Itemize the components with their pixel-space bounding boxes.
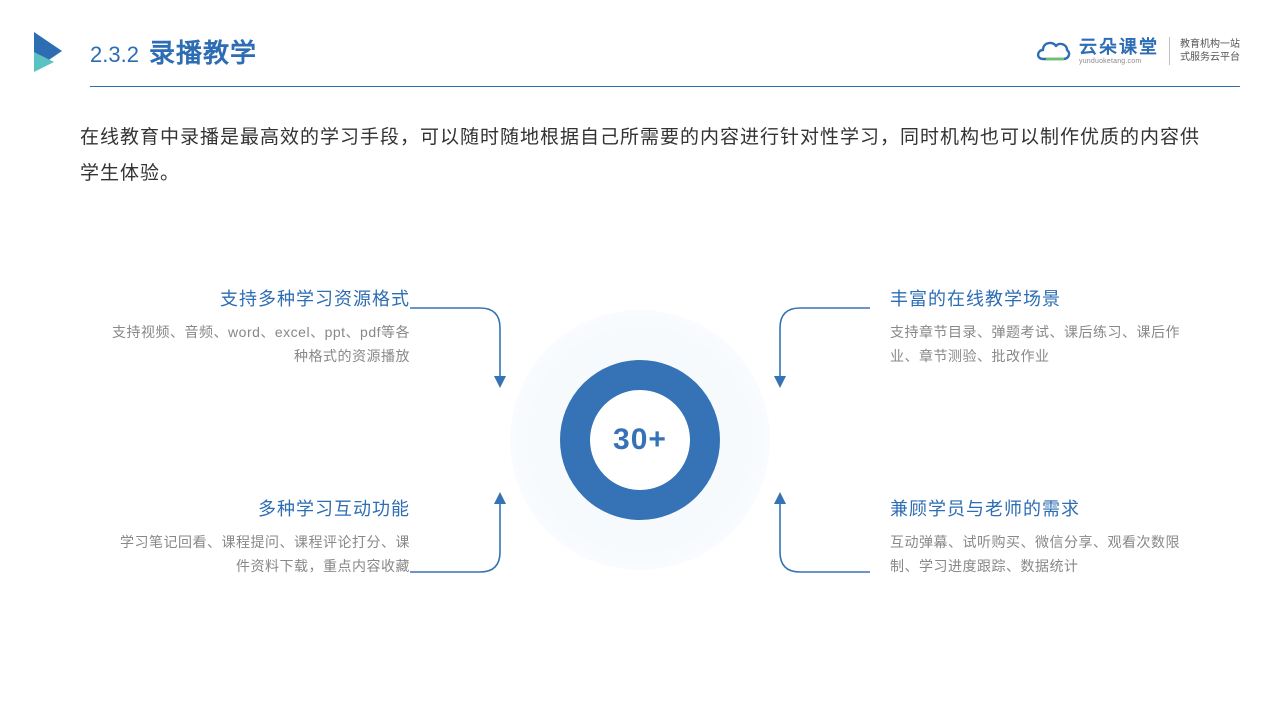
intro-paragraph: 在线教育中录播是最高效的学习手段，可以随时随地根据自己所需要的内容进行针对性学习… xyxy=(80,120,1200,192)
logo-divider xyxy=(1169,37,1170,65)
play-icon xyxy=(30,30,72,72)
brand-logo: 云朵课堂 yunduoketang.com 教育机构一站 式服务云平台 xyxy=(1033,37,1240,65)
logo-text: 云朵课堂 yunduoketang.com xyxy=(1079,38,1159,65)
section-title: 录播教学 xyxy=(149,33,257,70)
branch-top-left: 支持多种学习资源格式 支持视频、音频、word、excel、ppt、pdf等各种… xyxy=(110,285,410,369)
center-ring: 30+ xyxy=(560,360,720,520)
title-block: 2.3.2 录播教学 xyxy=(90,33,257,70)
branch-desc: 支持章节目录、弹题考试、课后练习、课后作业、章节测验、批改作业 xyxy=(890,321,1190,369)
logo-brand: 云朵课堂 xyxy=(1079,38,1159,56)
branch-desc: 互动弹幕、试听购买、微信分享、观看次数限制、学习进度跟踪、数据统计 xyxy=(890,531,1190,579)
tagline-line2: 式服务云平台 xyxy=(1180,51,1240,64)
branch-bottom-right: 兼顾学员与老师的需求 互动弹幕、试听购买、微信分享、观看次数限制、学习进度跟踪、… xyxy=(890,495,1190,579)
center-value: 30+ xyxy=(613,423,667,457)
branch-desc: 学习笔记回看、课程提问、课程评论打分、课件资料下载，重点内容收藏 xyxy=(110,531,410,579)
title-underline xyxy=(90,86,1240,87)
branch-top-right: 丰富的在线教学场景 支持章节目录、弹题考试、课后练习、课后作业、章节测验、批改作… xyxy=(890,285,1190,369)
feature-diagram: 30+ 支持多种学习资源格式 支持视频、音频、word、excel、ppt、pd… xyxy=(0,240,1280,640)
section-number: 2.3.2 xyxy=(90,42,139,68)
connector-tr xyxy=(740,300,870,390)
branch-title: 支持多种学习资源格式 xyxy=(110,285,410,311)
logo-tagline: 教育机构一站 式服务云平台 xyxy=(1180,38,1240,64)
connector-bl xyxy=(410,490,540,580)
branch-bottom-left: 多种学习互动功能 学习笔记回看、课程提问、课程评论打分、课件资料下载，重点内容收… xyxy=(110,495,410,579)
header-left: 2.3.2 录播教学 xyxy=(30,30,257,72)
branch-title: 多种学习互动功能 xyxy=(110,495,410,521)
slide-header: 2.3.2 录播教学 云朵课堂 yunduoketang.com 教育机构一站 … xyxy=(30,30,1240,72)
logo-domain: yunduoketang.com xyxy=(1079,58,1159,65)
cloud-icon xyxy=(1033,39,1069,63)
branch-desc: 支持视频、音频、word、excel、ppt、pdf等各种格式的资源播放 xyxy=(110,321,410,369)
connector-tl xyxy=(410,300,540,390)
tagline-line1: 教育机构一站 xyxy=(1180,38,1240,51)
branch-title: 丰富的在线教学场景 xyxy=(890,285,1190,311)
connector-br xyxy=(740,490,870,580)
branch-title: 兼顾学员与老师的需求 xyxy=(890,495,1190,521)
center-halo: 30+ xyxy=(510,310,770,570)
